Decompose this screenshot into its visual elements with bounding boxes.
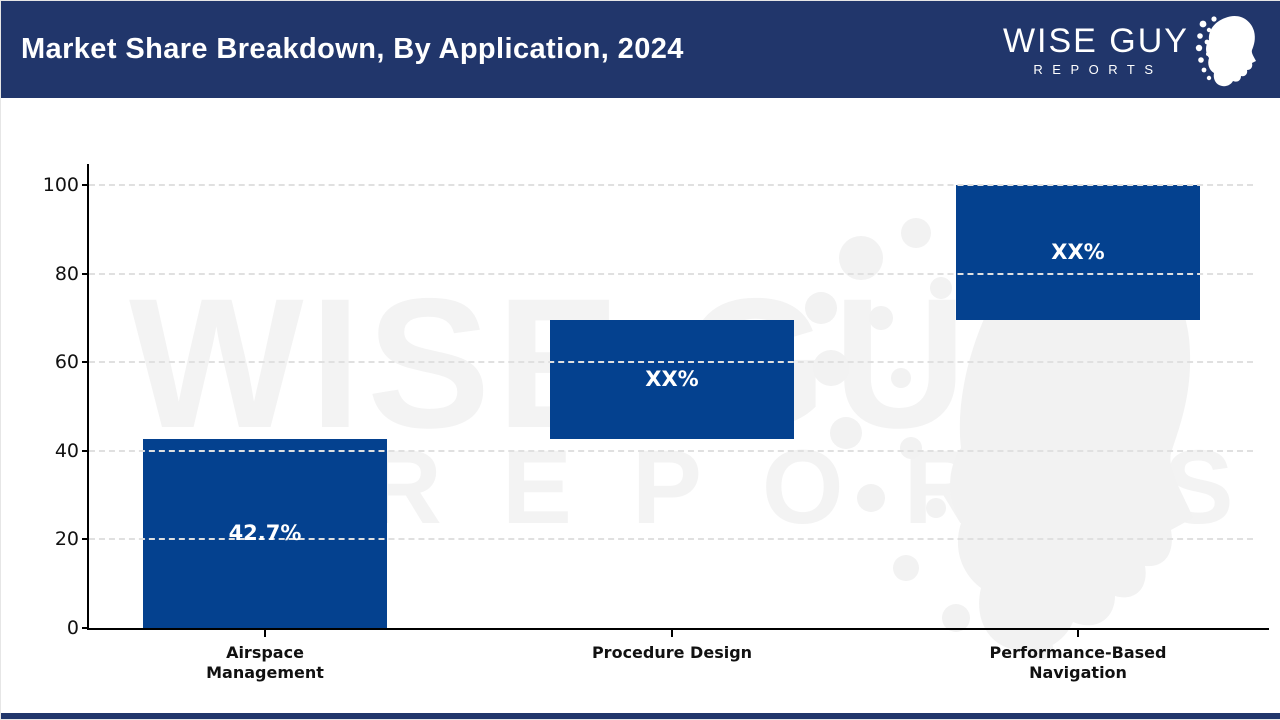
bar-value-label-0: 42.7% — [228, 521, 302, 546]
gridline-100 — [89, 184, 1253, 186]
y-tick-80 — [82, 272, 89, 275]
gridline-80 — [89, 272, 1253, 275]
x-tick-1 — [671, 628, 673, 637]
y-tick-label-80: 80 — [54, 262, 79, 285]
brand-subname: REPORTS — [1033, 61, 1163, 77]
x-tick-2 — [1077, 628, 1079, 637]
footer-bar — [1, 713, 1280, 719]
chart-area: WISE GUY REPORTS 0 20 40 60 80 100 42.7% XX% XX%… — [1, 98, 1280, 715]
chart-title: Market Share Breakdown, By Application, … — [21, 33, 684, 65]
x-tick-0 — [264, 628, 266, 637]
bar-2 — [956, 185, 1200, 320]
y-tick-label-100: 100 — [42, 174, 79, 196]
brand-name: WISE GUY — [1002, 21, 1189, 60]
y-axis — [87, 164, 89, 630]
header-bar: Market Share Breakdown, By Application, … — [1, 1, 1280, 98]
x-axis — [87, 628, 1269, 630]
y-tick-label-60: 60 — [54, 351, 79, 374]
x-category-label-2: Performance-Based Navigation — [989, 643, 1167, 682]
bar-value-label-2: XX% — [1051, 240, 1105, 265]
bar-0 — [143, 438, 387, 628]
bar-1 — [550, 319, 794, 439]
gridline-20 — [89, 538, 1253, 541]
y-tick-100 — [82, 184, 89, 186]
gridline-40 — [89, 449, 1253, 452]
y-tick-20 — [82, 538, 89, 541]
gridline-60 — [89, 361, 1253, 364]
y-tick-label-40: 40 — [54, 439, 79, 462]
y-tick-label-20: 20 — [54, 528, 79, 551]
x-category-label-1: Procedure Design — [591, 643, 753, 662]
y-tick-60 — [82, 361, 89, 364]
watermark-face-icon — [805, 218, 1193, 660]
brand-face-icon — [1195, 15, 1256, 86]
y-tick-40 — [82, 449, 89, 452]
y-tick-label-0: 0 — [66, 617, 79, 639]
bar-value-label-1: XX% — [645, 367, 699, 392]
brand-logo: WISE GUY REPORTS — [1003, 12, 1259, 88]
x-category-label-0: Airspace Management — [206, 643, 324, 682]
y-tick-0 — [82, 627, 89, 629]
brand-logo-text: WISE GUY REPORTS — [1003, 24, 1189, 76]
